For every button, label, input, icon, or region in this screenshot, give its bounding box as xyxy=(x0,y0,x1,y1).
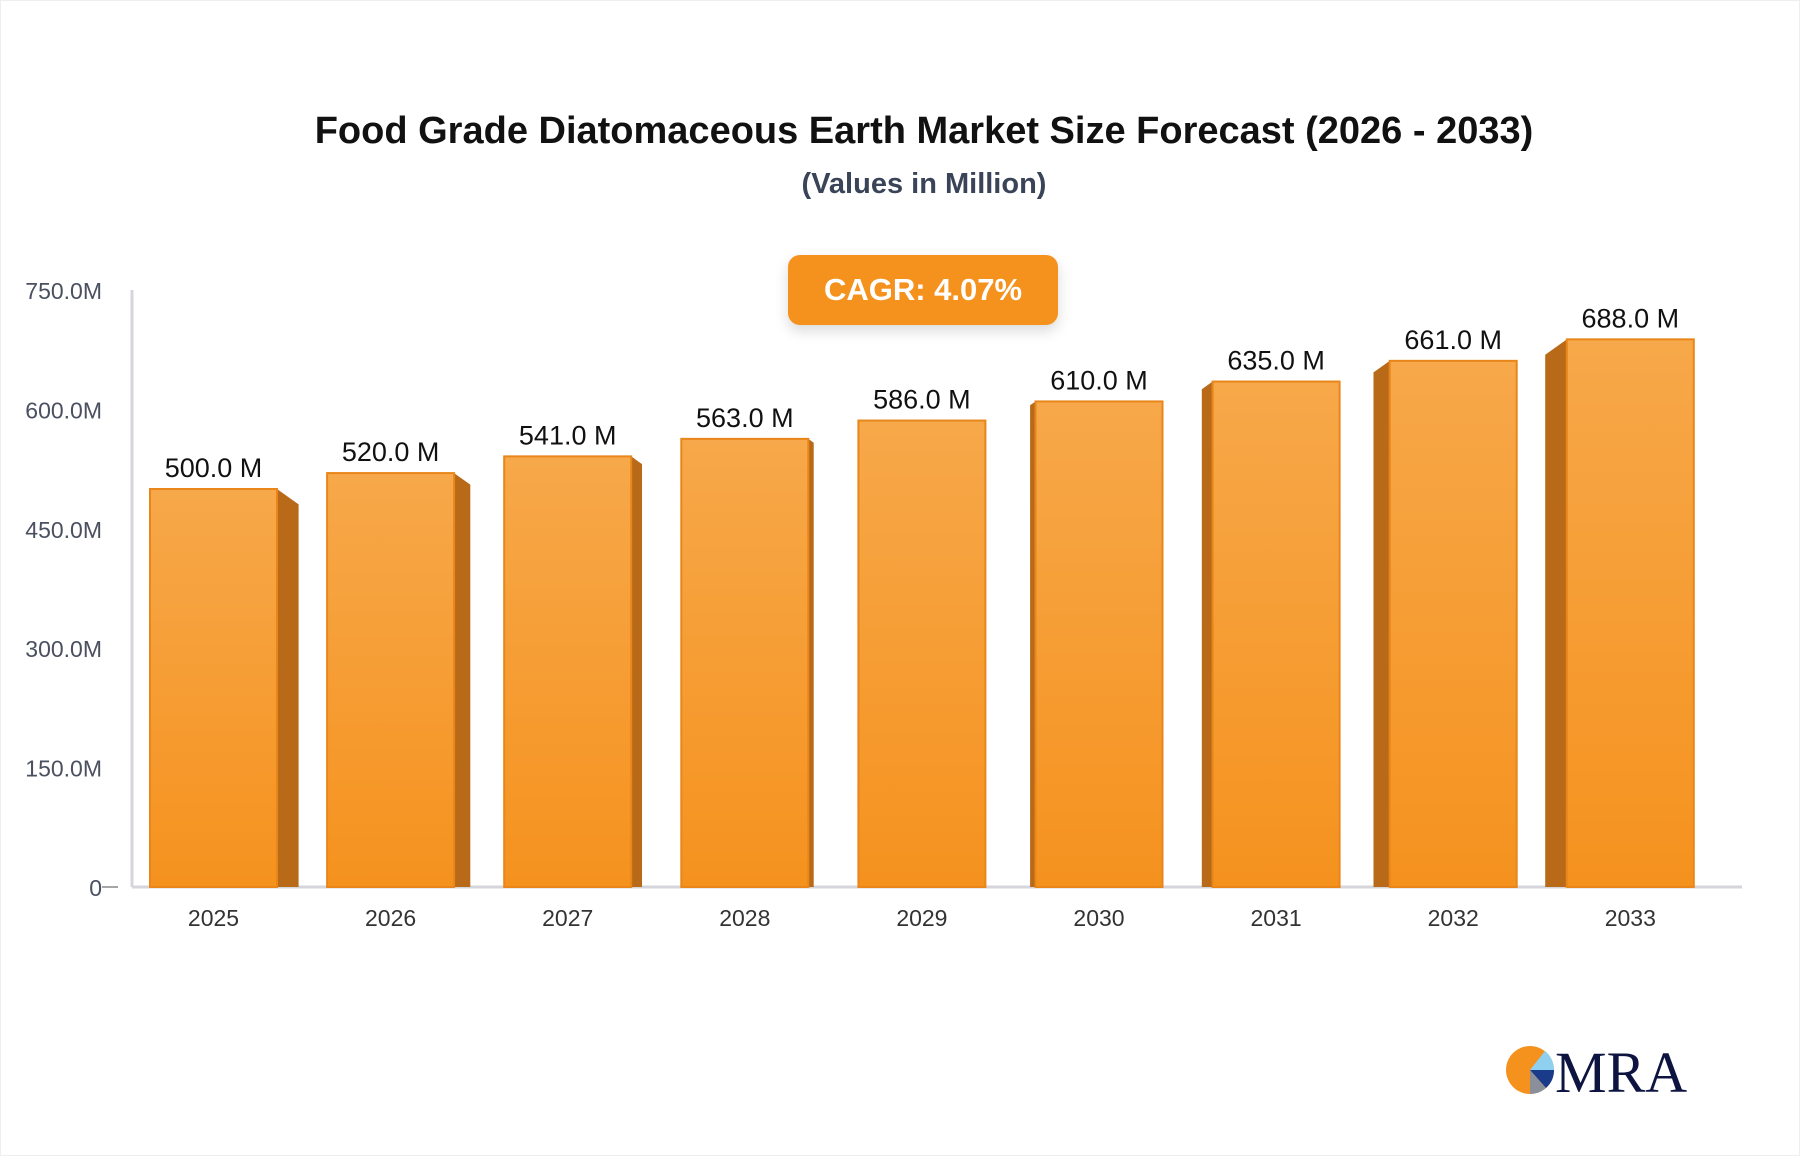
bar xyxy=(680,437,810,888)
bar xyxy=(326,472,456,888)
bar-side xyxy=(1373,360,1390,887)
y-tick-label: 600.0M xyxy=(25,397,102,423)
bar-side xyxy=(1545,339,1567,887)
x-tick-label: 2030 xyxy=(1073,905,1124,931)
mra-logo: MRA xyxy=(1506,1040,1687,1100)
logo-text: MRA xyxy=(1555,1040,1687,1100)
chart-title: Food Grade Diatomaceous Earth Market Siz… xyxy=(314,110,1534,152)
x-tick-label: 2031 xyxy=(1251,905,1302,931)
bar-side xyxy=(277,489,299,887)
bar xyxy=(857,419,987,888)
data-label: 635.0 M xyxy=(1227,346,1325,376)
data-label: 520.0 M xyxy=(342,437,440,467)
data-label: 500.0 M xyxy=(165,453,263,483)
bar xyxy=(1565,338,1695,888)
y-tick-label: 450.0M xyxy=(25,517,102,543)
y-tick-label: 750.0M xyxy=(25,278,102,304)
bar-side xyxy=(454,473,471,887)
y-tick-label: 300.0M xyxy=(25,636,102,662)
bar xyxy=(1388,359,1518,888)
y-tick-label: 0 xyxy=(89,875,102,901)
y-tick-label: 150.0M xyxy=(25,756,102,782)
bar-side xyxy=(631,456,642,887)
x-tick-label: 2026 xyxy=(365,905,416,931)
data-label: 563.0 M xyxy=(696,403,794,433)
bar-side xyxy=(1030,401,1036,887)
cagr-badge: CAGR: 4.07% xyxy=(788,255,1058,325)
x-tick-label: 2028 xyxy=(719,905,770,931)
data-label: 661.0 M xyxy=(1404,325,1502,355)
data-label: 688.0 M xyxy=(1582,303,1680,333)
bar-side xyxy=(1201,381,1213,887)
bar xyxy=(1034,400,1164,888)
x-tick-label: 2025 xyxy=(188,905,239,931)
bar xyxy=(503,455,633,888)
x-tick-label: 2027 xyxy=(542,905,593,931)
x-tick-label: 2032 xyxy=(1428,905,1479,931)
data-label: 586.0 M xyxy=(873,385,971,415)
x-tick-label: 2029 xyxy=(896,905,947,931)
data-label: 541.0 M xyxy=(519,420,617,450)
chart-subtitle: (Values in Million) xyxy=(801,168,1047,200)
bar xyxy=(149,488,278,888)
data-label: 610.0 M xyxy=(1050,365,1148,395)
bar-side xyxy=(808,438,814,887)
x-tick-label: 2033 xyxy=(1605,905,1656,931)
bar xyxy=(1211,380,1341,888)
